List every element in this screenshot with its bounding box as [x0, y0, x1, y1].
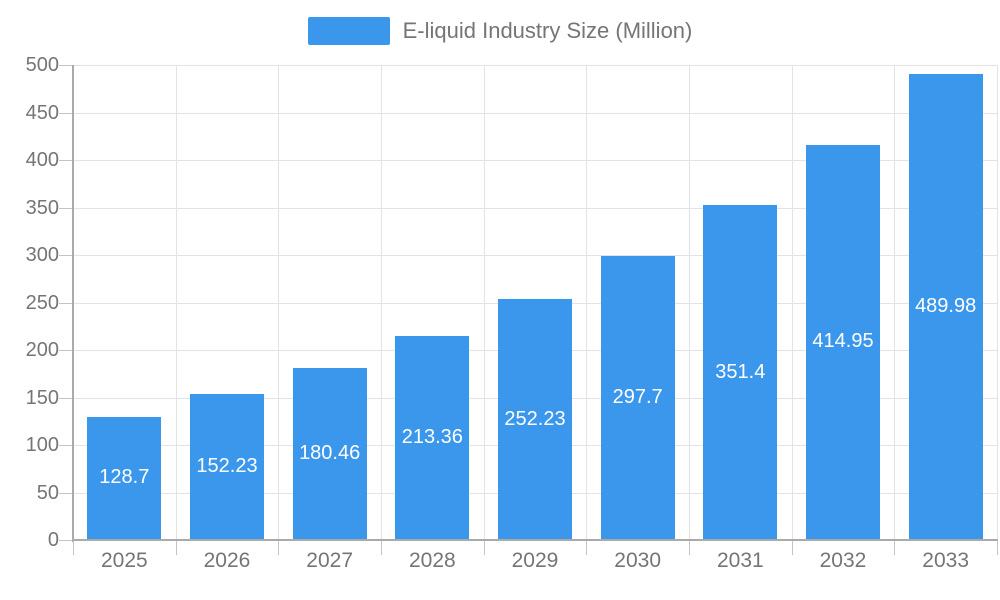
x-axis-tick [73, 541, 74, 555]
y-axis-label: 100 [25, 434, 59, 456]
x-gridline [586, 65, 588, 540]
x-axis-label: 2027 [306, 549, 354, 572]
bar-2028[interactable]: 213.36 [395, 336, 470, 539]
plot-area: 128.7 152.23 180.46 213.36 252.23 297.7 351.4 4… [26, 54, 998, 572]
y-axis-tick [59, 112, 72, 114]
x-axis-label: 2028 [408, 549, 456, 572]
y-gridline [73, 255, 997, 256]
y-axis-tick [59, 302, 72, 304]
bar-2025[interactable]: 128.7 [87, 416, 162, 539]
y-axis-tick [59, 445, 72, 446]
bar-value-label: 128.7 [99, 466, 150, 489]
y-axis-label: 450 [25, 101, 59, 124]
y-gridline [73, 207, 997, 209]
x-gridline [894, 65, 896, 540]
x-axis-label: 2033 [922, 549, 970, 572]
bar-2031[interactable]: 351.4 [703, 205, 778, 539]
y-axis-label: 150 [25, 386, 59, 409]
x-axis-tick [689, 541, 690, 555]
y-axis-tick [59, 540, 72, 541]
y-axis-tick [59, 255, 72, 256]
bar-2030[interactable]: 297.7 [600, 256, 675, 539]
x-axis-line [72, 539, 998, 541]
bar-2026[interactable]: 152.23 [190, 394, 264, 539]
legend[interactable]: E-liquid Industry Size (Million) [0, 15, 1000, 47]
bar-value-label: 213.36 [401, 426, 463, 449]
x-gridline [175, 65, 177, 540]
x-axis-tick [586, 541, 588, 555]
x-gridline [689, 65, 690, 540]
bar-value-label: 152.23 [196, 455, 258, 478]
bar-value-label: 180.46 [299, 441, 361, 464]
bar-2029[interactable]: 252.23 [498, 299, 572, 539]
bar-2032[interactable]: 414.95 [806, 144, 880, 539]
y-axis-tick [59, 65, 72, 66]
y-gridline [73, 112, 997, 114]
y-axis-tick [59, 397, 72, 399]
y-axis-label: 500 [25, 54, 59, 76]
y-axis-line [72, 65, 74, 542]
x-axis-label: 2025 [100, 549, 148, 572]
bar-value-label: 489.98 [915, 294, 977, 317]
x-axis-tick [997, 541, 998, 555]
x-gridline [483, 65, 485, 540]
x-gridline [381, 65, 382, 540]
x-axis-tick [175, 541, 177, 555]
x-axis-tick [894, 541, 896, 555]
x-axis-label: 2029 [511, 549, 559, 572]
y-axis-tick [59, 207, 72, 209]
x-axis-label: 2032 [819, 549, 867, 572]
y-gridline [73, 65, 997, 66]
y-axis-label: 200 [25, 339, 59, 361]
bar-value-label: 297.7 [612, 386, 663, 409]
x-axis-tick [791, 541, 793, 555]
x-gridline [278, 65, 280, 540]
y-axis-label: 50 [36, 481, 59, 504]
legend-label: E-liquid Industry Size (Million) [402, 18, 693, 43]
bar-value-label: 414.95 [812, 330, 874, 353]
x-axis-tick [483, 541, 485, 555]
x-axis-label: 2031 [716, 549, 764, 572]
x-axis-label: 2026 [203, 549, 251, 572]
x-gridline [997, 65, 998, 540]
x-axis-label: 2030 [614, 549, 662, 572]
y-axis-tick [59, 160, 72, 161]
x-axis-tick [278, 541, 280, 555]
x-axis-tick [381, 541, 382, 555]
y-axis-label: 300 [25, 244, 59, 266]
bar-2033[interactable]: 489.98 [908, 73, 983, 539]
legend-swatch-icon [307, 17, 390, 45]
y-axis-tick [59, 492, 72, 494]
y-gridline [73, 160, 997, 161]
bar-2027[interactable]: 180.46 [292, 367, 367, 539]
y-axis-label: 350 [25, 196, 59, 219]
x-gridline [791, 65, 793, 540]
bar-value-label: 252.23 [504, 407, 566, 430]
bar-value-label: 351.4 [715, 360, 766, 383]
y-axis-label: 0 [47, 529, 59, 551]
y-axis-label: 400 [25, 149, 59, 171]
y-axis-tick [59, 350, 72, 351]
y-axis-label: 250 [25, 291, 59, 314]
